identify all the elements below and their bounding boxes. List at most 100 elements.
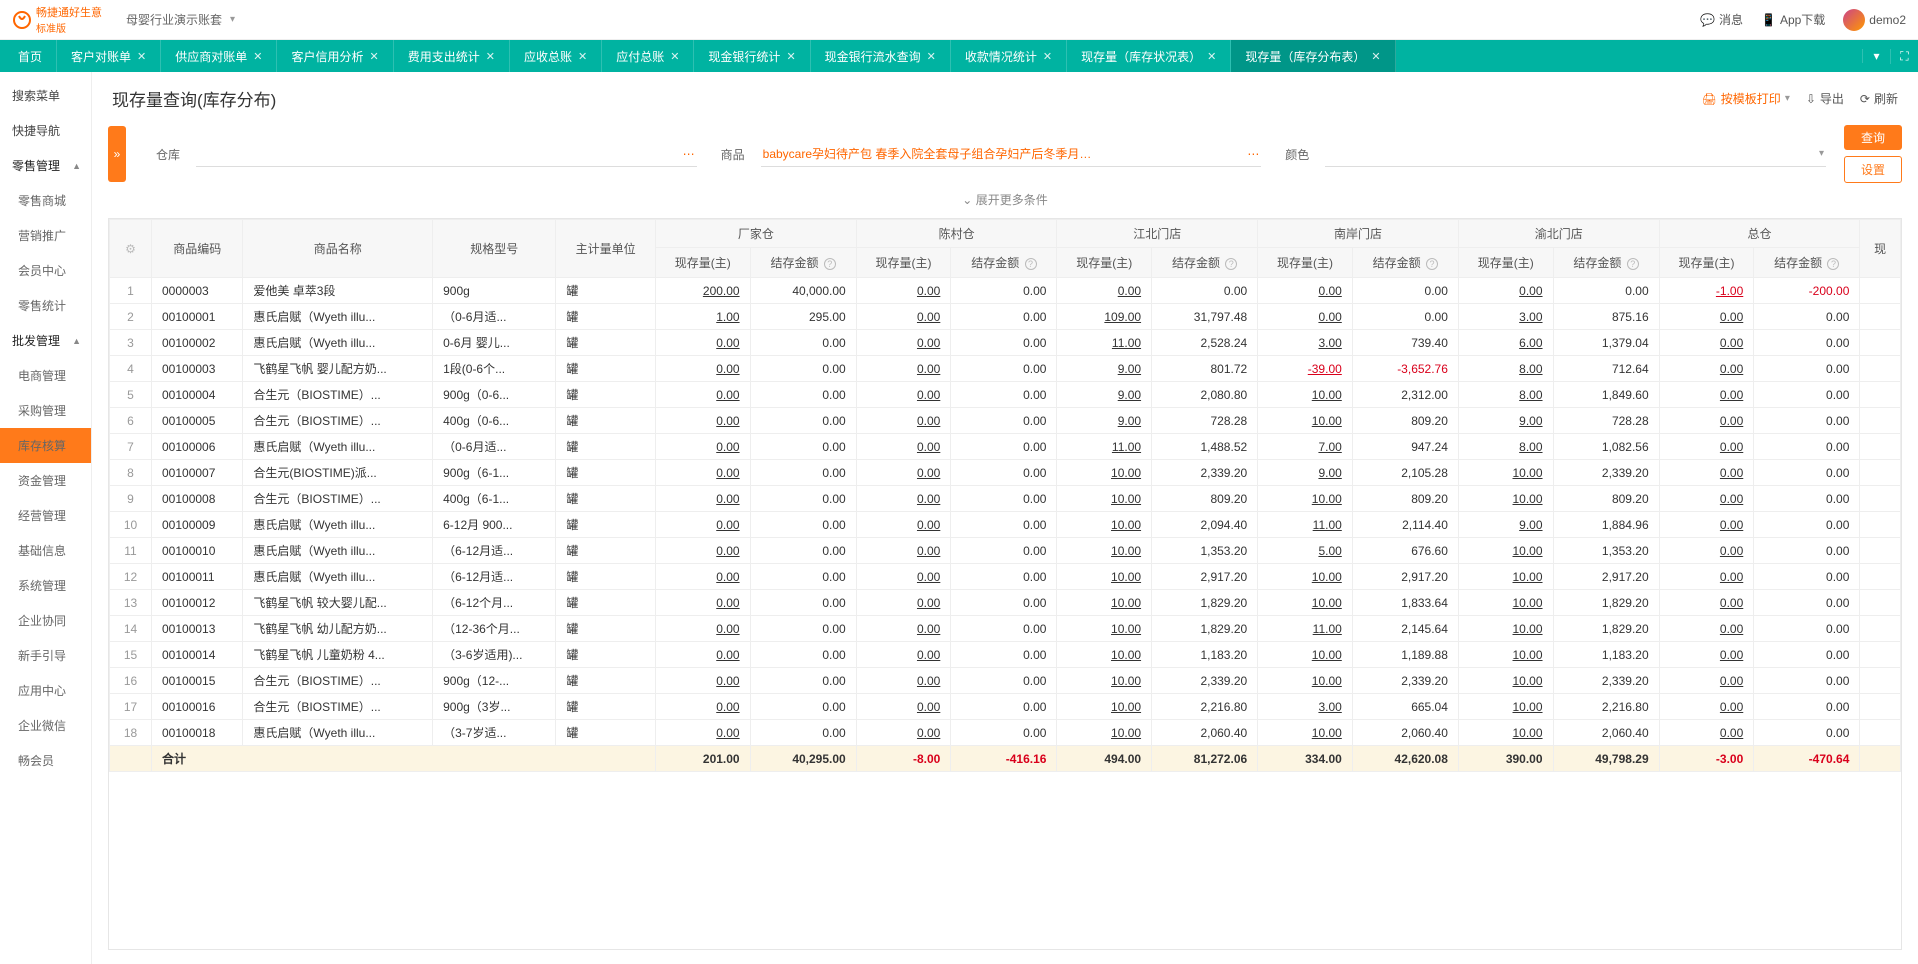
sidebar-item[interactable]: 经营管理 <box>0 498 91 533</box>
sidebar-item[interactable]: 搜索菜单 <box>0 78 91 113</box>
sidebar-item[interactable]: 畅会员 <box>0 743 91 778</box>
account-name[interactable]: 母婴行业演示账套 <box>126 11 222 28</box>
filter-color-input[interactable]: ▾ <box>1325 141 1826 167</box>
filter-product-input[interactable]: babycare孕妇待产包 春季入院全套母子组合孕妇产后冬季月子用品 22件套 … <box>761 141 1262 167</box>
settings-button[interactable]: 设置 <box>1844 156 1902 183</box>
refresh-button[interactable]: ⟳刷新 <box>1860 90 1898 107</box>
table-row[interactable]: 600100005合生元（BIOSTIME）...400g（0-6...罐0.0… <box>110 408 1901 434</box>
close-icon[interactable]: ✕ <box>670 50 679 63</box>
main-panel: 现存量查询(库存分布) 🖨按模板打印 ▾ ⇩导出 ⟳刷新 » 仓库 ⋯ 商品 b… <box>92 72 1918 964</box>
data-grid[interactable]: ⚙商品编码商品名称规格型号主计量单位厂家仓陈村仓江北门店南岸门店渝北门店总仓现现… <box>108 218 1902 950</box>
tab-9[interactable]: 收款情况统计✕ <box>951 40 1067 72</box>
chevron-down-icon[interactable]: ▾ <box>230 14 235 25</box>
tab-3[interactable]: 客户信用分析✕ <box>277 40 393 72</box>
close-icon[interactable]: ✕ <box>137 50 146 63</box>
sidebar-item[interactable]: 会员中心 <box>0 253 91 288</box>
close-icon[interactable]: ✕ <box>1207 50 1216 63</box>
tab-7[interactable]: 现金银行统计✕ <box>694 40 810 72</box>
info-icon[interactable]: ? <box>1025 258 1037 270</box>
table-row[interactable]: 400100003飞鹤星飞帆 婴儿配方奶...1段(0-6个...罐0.000.… <box>110 356 1901 382</box>
table-row[interactable]: 1100100010惠氏启赋（Wyeth illu...（6-12月适...罐0… <box>110 538 1901 564</box>
tab-5[interactable]: 应收总账✕ <box>510 40 602 72</box>
table-row[interactable]: 800100007合生元(BIOSTIME)派...900g（6-1...罐0.… <box>110 460 1901 486</box>
table-row[interactable]: 1500100014飞鹤星飞帆 儿童奶粉 4...（3-6岁适用)...罐0.0… <box>110 642 1901 668</box>
export-button[interactable]: ⇩导出 <box>1806 90 1844 107</box>
table-row[interactable]: 200100001惠氏启赋（Wyeth illu...（0-6月适...罐1.0… <box>110 304 1901 330</box>
info-icon[interactable]: ? <box>1225 258 1237 270</box>
tab-11[interactable]: 现存量（库存分布表）✕ <box>1231 40 1395 72</box>
sidebar-item[interactable]: 零售商城 <box>0 183 91 218</box>
tab-4[interactable]: 费用支出统计✕ <box>394 40 510 72</box>
close-icon[interactable]: ✕ <box>253 50 262 63</box>
sidebar-section[interactable]: 零售管理▲ <box>0 148 91 183</box>
info-icon[interactable]: ? <box>1827 258 1839 270</box>
table-row[interactable]: 700100006惠氏启赋（Wyeth illu...（0-6月适...罐0.0… <box>110 434 1901 460</box>
info-icon[interactable]: ? <box>824 258 836 270</box>
sidebar-section[interactable]: 批发管理▲ <box>0 323 91 358</box>
table-row[interactable]: 1600100015合生元（BIOSTIME）...900g（12-...罐0.… <box>110 668 1901 694</box>
table-row[interactable]: 500100004合生元（BIOSTIME）...900g（0-6...罐0.0… <box>110 382 1901 408</box>
table-row[interactable]: 1000100009惠氏启赋（Wyeth illu...6-12月 900...… <box>110 512 1901 538</box>
brand-sub: 标准版 <box>36 20 102 35</box>
sidebar-item[interactable]: 资金管理 <box>0 463 91 498</box>
tab-0[interactable]: 首页 <box>0 40 57 72</box>
tab-2[interactable]: 供应商对账单✕ <box>161 40 277 72</box>
filter-warehouse-input[interactable]: ⋯ <box>196 141 697 167</box>
table-row[interactable]: 1800100018惠氏启赋（Wyeth illu...（3-7岁适...罐0.… <box>110 720 1901 746</box>
table-row[interactable]: 1200100011惠氏启赋（Wyeth illu...（6-12月适...罐0… <box>110 564 1901 590</box>
table-row[interactable]: 900100008合生元（BIOSTIME）...400g（6-1...罐0.0… <box>110 486 1901 512</box>
col-header: 现存量(主) <box>1659 248 1754 278</box>
tab-6[interactable]: 应付总账✕ <box>602 40 694 72</box>
close-icon[interactable]: ✕ <box>1043 50 1052 63</box>
col-header: 结存金额 ? <box>1152 248 1258 278</box>
app-download-link[interactable]: 📱App下载 <box>1761 11 1825 28</box>
col-header: 商品名称 <box>243 220 433 278</box>
tab-label: 现金银行流水查询 <box>825 48 921 65</box>
info-icon[interactable]: ? <box>1627 258 1639 270</box>
filter-bar: » 仓库 ⋯ 商品 babycare孕妇待产包 春季入院全套母子组合孕妇产后冬季… <box>92 121 1918 183</box>
table-row[interactable]: 1300100012飞鹤星飞帆 较大婴儿配...（6-12个月...罐0.000… <box>110 590 1901 616</box>
sidebar-item[interactable]: 系统管理 <box>0 568 91 603</box>
messages-link[interactable]: 💬消息 <box>1700 11 1743 28</box>
close-icon[interactable]: ✕ <box>370 50 379 63</box>
table-row[interactable]: 10000003爱他美 卓萃3段900g罐200.0040,000.000.00… <box>110 278 1901 304</box>
sidebar-item[interactable]: 企业微信 <box>0 708 91 743</box>
refresh-icon: ⟳ <box>1860 92 1870 106</box>
close-icon[interactable]: ✕ <box>927 50 936 63</box>
tab-more-button[interactable]: ▾ <box>1862 49 1890 63</box>
close-icon[interactable]: ✕ <box>1371 50 1380 63</box>
mobile-icon: 📱 <box>1761 13 1776 27</box>
info-icon[interactable]: ? <box>1426 258 1438 270</box>
gear-icon[interactable]: ⚙ <box>125 242 136 256</box>
sidebar-item[interactable]: 快捷导航 <box>0 113 91 148</box>
print-button[interactable]: 🖨按模板打印 ▾ <box>1702 90 1790 107</box>
user-menu[interactable]: demo2 <box>1843 9 1906 31</box>
sidebar-item[interactable]: 企业协同 <box>0 603 91 638</box>
query-button[interactable]: 查询 <box>1844 125 1902 150</box>
expand-more-filters[interactable]: ⌄ 展开更多条件 <box>92 183 1918 218</box>
col-header: 结存金额 ? <box>1553 248 1659 278</box>
table-row[interactable]: 1400100013飞鹤星飞帆 幼儿配方奶...（12-36个月...罐0.00… <box>110 616 1901 642</box>
tab-8[interactable]: 现金银行流水查询 ✕ <box>811 40 951 72</box>
table-row[interactable]: 300100002惠氏启赋（Wyeth illu...0-6月 婴儿...罐0.… <box>110 330 1901 356</box>
tab-10[interactable]: 现存量（库存状况表）✕ <box>1067 40 1231 72</box>
tab-fullscreen-button[interactable]: ⛶ <box>1890 49 1918 64</box>
sidebar-item[interactable]: 应用中心 <box>0 673 91 708</box>
close-icon[interactable]: ✕ <box>578 50 587 63</box>
table-row[interactable]: 1700100016合生元（BIOSTIME）...900g（3岁...罐0.0… <box>110 694 1901 720</box>
tab-1[interactable]: 客户对账单✕ <box>57 40 161 72</box>
sidebar-item[interactable]: 营销推广 <box>0 218 91 253</box>
sidebar-item[interactable]: 零售统计 <box>0 288 91 323</box>
sidebar-item[interactable]: 电商管理 <box>0 358 91 393</box>
sidebar-item[interactable]: 新手引导 <box>0 638 91 673</box>
sidebar-item[interactable]: 基础信息 <box>0 533 91 568</box>
close-icon[interactable]: ✕ <box>786 50 795 63</box>
close-icon[interactable]: ✕ <box>486 50 495 63</box>
filter-color-label: 颜色 <box>1269 146 1309 163</box>
col-header: 现存量(主) <box>655 248 750 278</box>
col-header: 结存金额 ? <box>951 248 1057 278</box>
sidebar-item[interactable]: 采购管理 <box>0 393 91 428</box>
message-icon: 💬 <box>1700 13 1715 27</box>
sidebar-item[interactable]: 库存核算 <box>0 428 91 463</box>
expand-filter-button[interactable]: » <box>108 126 126 182</box>
